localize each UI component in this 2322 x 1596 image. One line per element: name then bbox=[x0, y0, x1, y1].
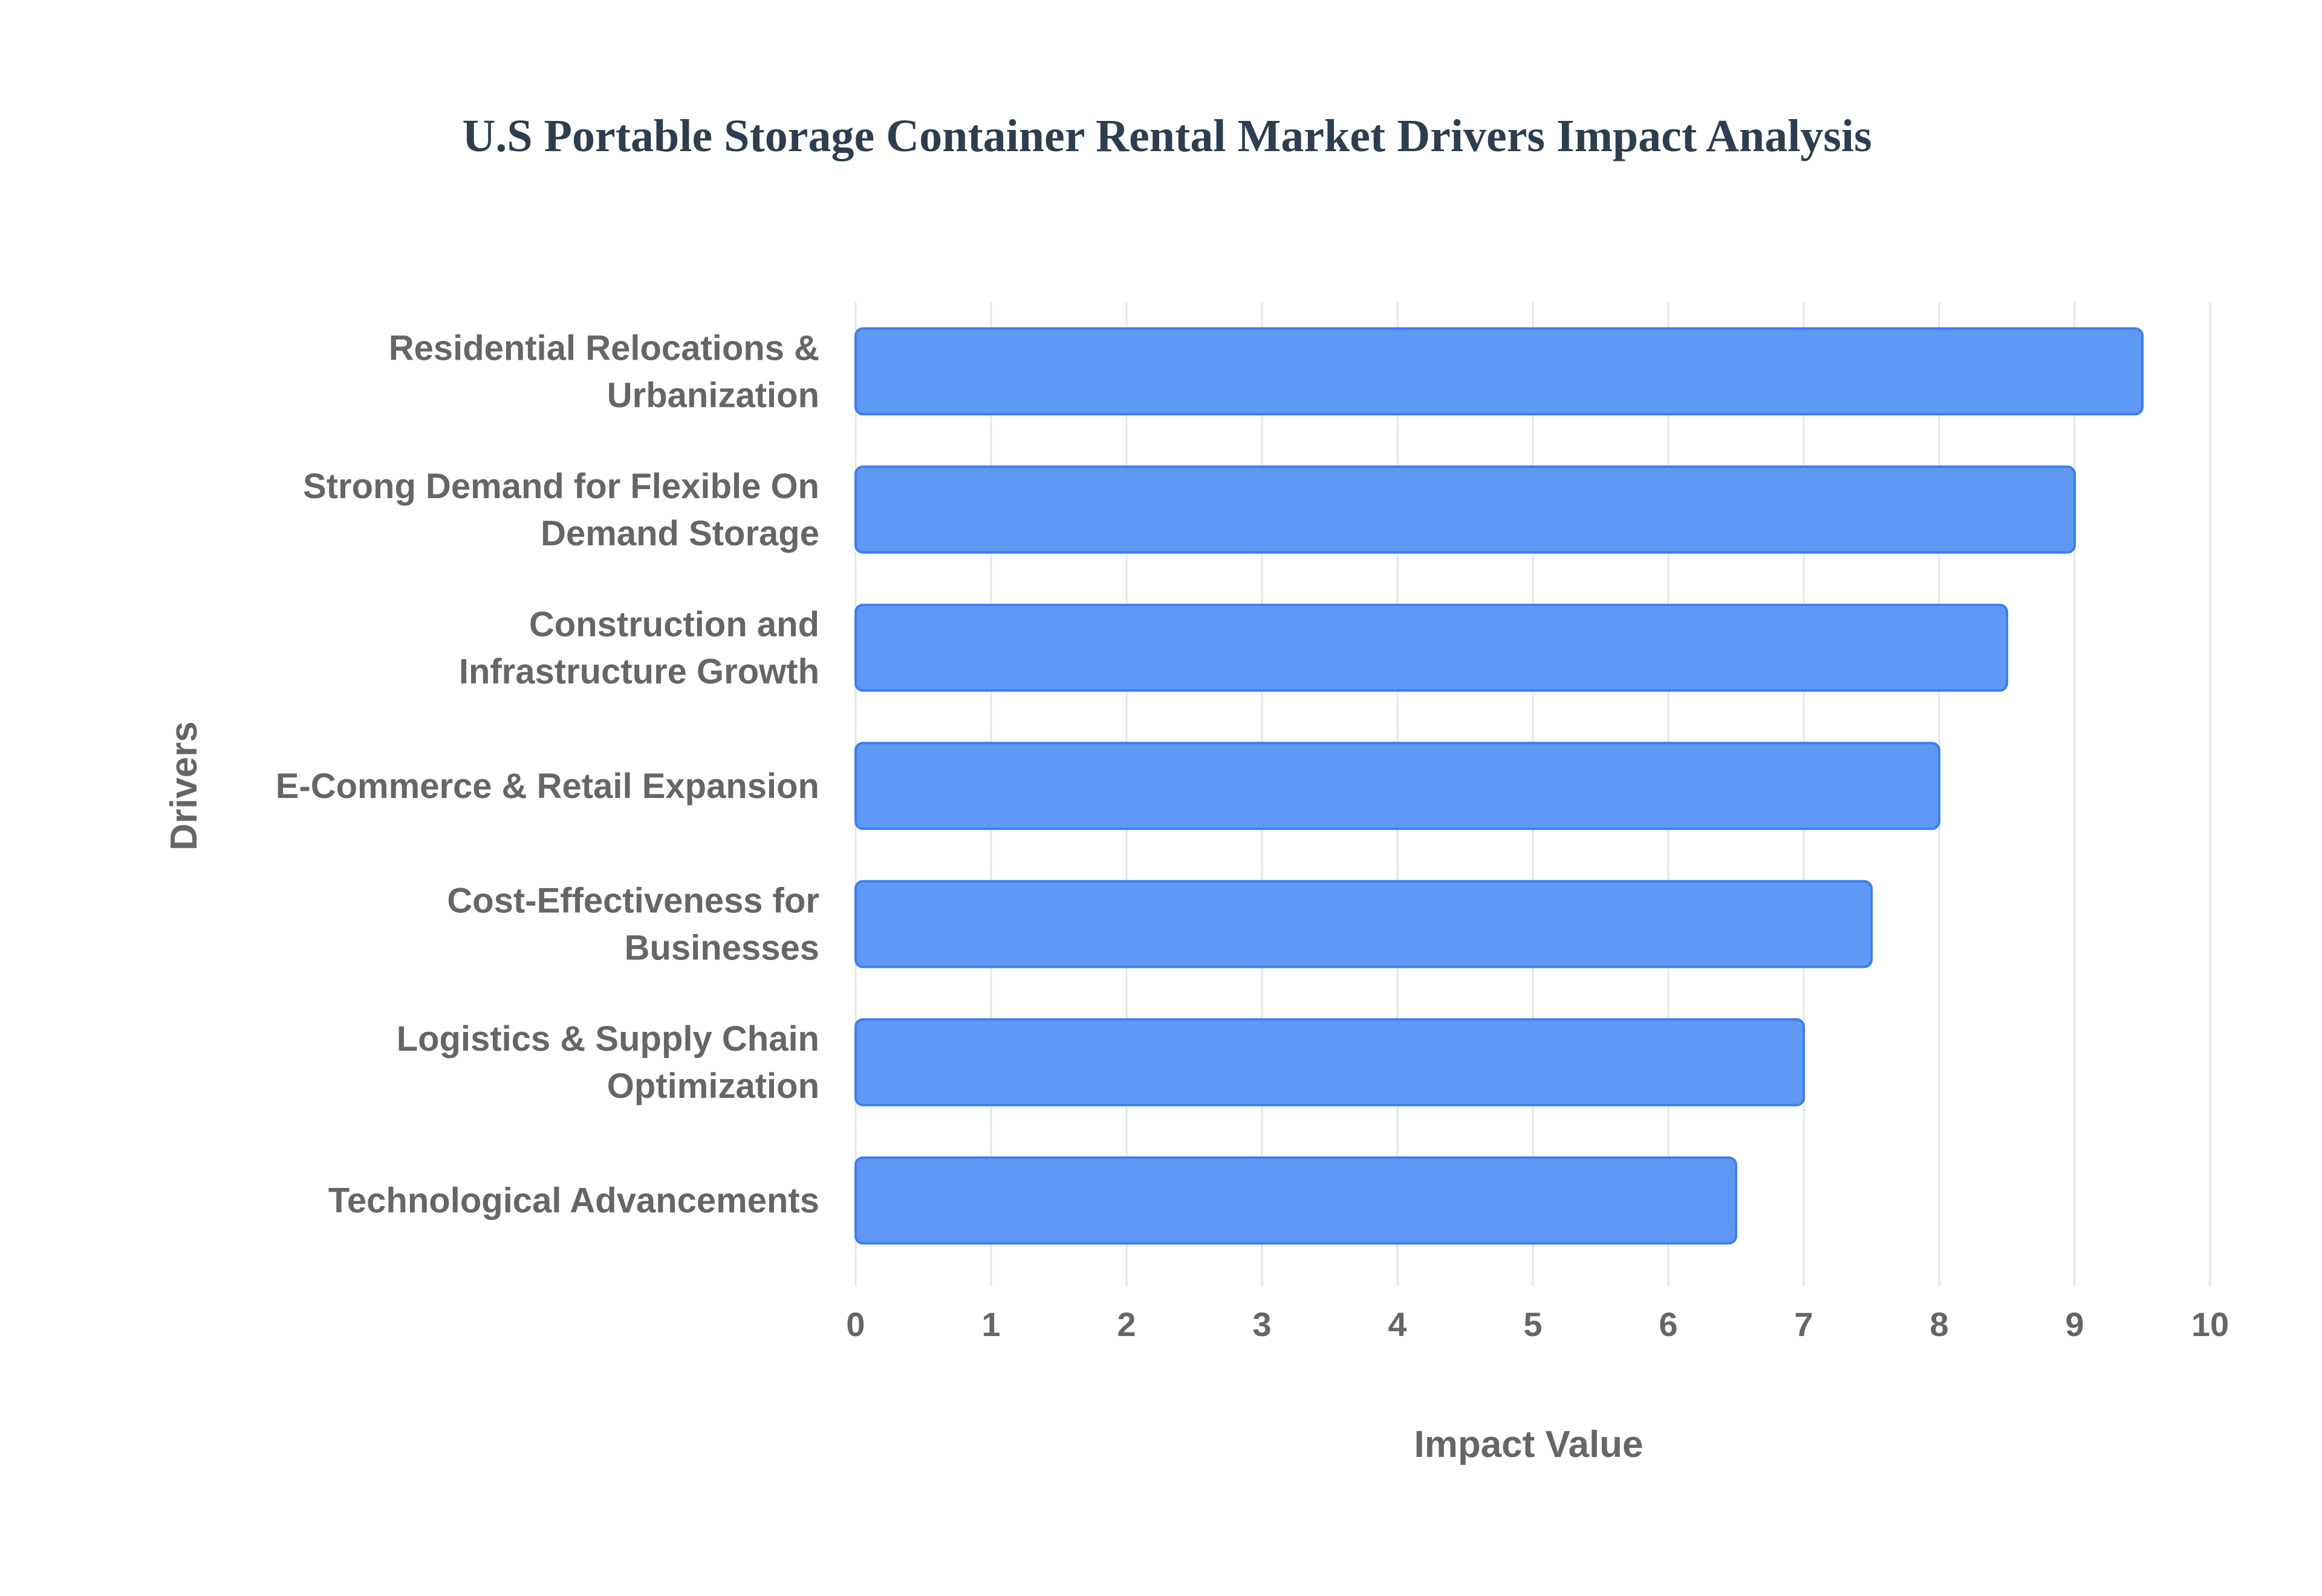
bar bbox=[854, 1018, 1805, 1107]
category-label-line: Urbanization bbox=[607, 375, 819, 415]
category-label-line: E-Commerce & Retail Expansion bbox=[276, 767, 819, 806]
bar bbox=[854, 327, 2144, 416]
x-tick-label: 4 bbox=[1388, 1305, 1407, 1343]
category-label-line: Construction and bbox=[529, 605, 819, 644]
x-tick-label: 2 bbox=[1117, 1305, 1136, 1343]
category-labels: Residential Relocations & Urbanization Str… bbox=[276, 328, 819, 1220]
x-tick-label: 0 bbox=[846, 1305, 865, 1343]
x-tick-labels: 0 1 2 3 4 5 6 7 8 9 10 bbox=[846, 1305, 2229, 1343]
x-tick-label: 7 bbox=[1794, 1305, 1813, 1343]
category-label-line: Demand Storage bbox=[541, 514, 819, 553]
category-label: Cost-Effectiveness for Businesses bbox=[447, 881, 819, 968]
category-label-line: Technological Advancements bbox=[328, 1181, 819, 1221]
bar bbox=[854, 1156, 1737, 1245]
category-label: Technological Advancements bbox=[328, 1181, 819, 1221]
category-label: Strong Demand for Flexible On Demand Stor… bbox=[303, 467, 819, 553]
category-label-line: Strong Demand for Flexible On bbox=[303, 467, 819, 506]
category-label-line: Residential Relocations & bbox=[389, 328, 819, 368]
x-tick-label: 9 bbox=[2065, 1305, 2084, 1343]
x-tick-label: 10 bbox=[2191, 1305, 2229, 1343]
x-axis-title: Impact Value bbox=[1414, 1424, 1643, 1465]
bar bbox=[854, 465, 2076, 554]
category-label: E-Commerce & Retail Expansion bbox=[276, 767, 819, 806]
chart-title: U.S Portable Storage Container Rental Ma… bbox=[462, 111, 1872, 161]
x-tick-label: 5 bbox=[1523, 1305, 1542, 1343]
x-tick-label: 8 bbox=[1930, 1305, 1948, 1343]
bar bbox=[854, 603, 2008, 692]
category-label-line: Optimization bbox=[607, 1066, 819, 1106]
x-tick-label: 6 bbox=[1659, 1305, 1677, 1343]
category-label: Residential Relocations & Urbanization bbox=[389, 328, 819, 415]
category-label-line: Businesses bbox=[625, 929, 819, 968]
category-label: Logistics & Supply Chain Optimization bbox=[397, 1019, 819, 1106]
category-label-line: Infrastructure Growth bbox=[459, 652, 819, 691]
y-axis-title: Drivers bbox=[163, 721, 205, 851]
category-label-line: Cost-Effectiveness for bbox=[447, 881, 819, 921]
bar bbox=[854, 880, 1873, 968]
category-label-line: Logistics & Supply Chain bbox=[397, 1019, 819, 1059]
bars bbox=[854, 327, 2144, 1245]
x-tick-label: 1 bbox=[981, 1305, 1000, 1343]
category-label: Construction and Infrastructure Growth bbox=[459, 605, 819, 691]
bar bbox=[854, 742, 1940, 830]
x-tick-label: 3 bbox=[1252, 1305, 1271, 1343]
